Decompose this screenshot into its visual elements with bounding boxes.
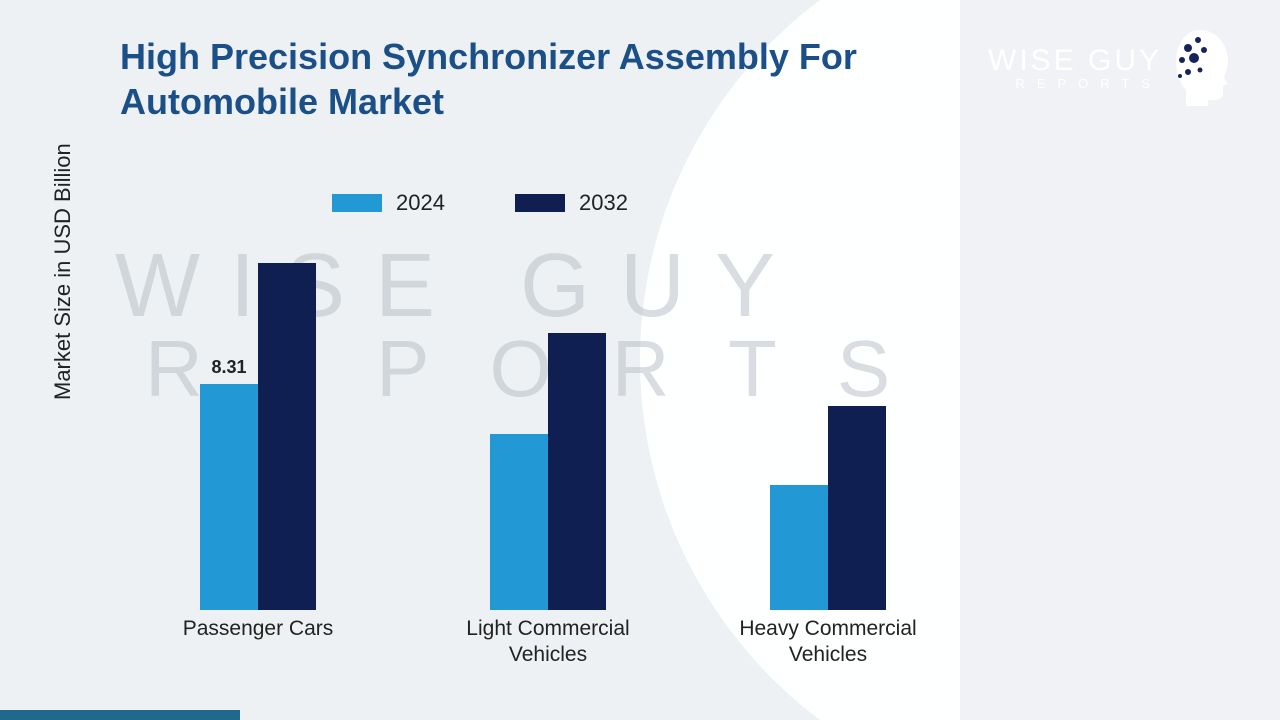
y-axis-label: Market Size in USD Billion bbox=[50, 143, 76, 400]
brand-logo: WISE GUY REPORTS bbox=[988, 28, 1248, 106]
bar bbox=[490, 434, 548, 610]
bar bbox=[258, 263, 316, 610]
x-axis-category-label: Heavy Commercial Vehicles bbox=[738, 610, 918, 669]
x-axis-category-label: Passenger Cars bbox=[168, 610, 348, 642]
x-axis-category-label: Light Commercial Vehicles bbox=[458, 610, 638, 669]
chart-title: High Precision Synchronizer Assembly For… bbox=[120, 34, 860, 124]
plot-area: 8.31Passenger CarsLight Commercial Vehic… bbox=[130, 230, 950, 610]
legend-item-2032: 2032 bbox=[515, 190, 628, 216]
bar: 8.31 bbox=[200, 384, 258, 610]
legend-swatch-2032 bbox=[515, 194, 565, 212]
bar-value-label: 8.31 bbox=[200, 357, 258, 378]
bottom-accent-strip bbox=[0, 710, 240, 720]
legend-item-2024: 2024 bbox=[332, 190, 445, 216]
legend: 2024 2032 bbox=[0, 190, 960, 216]
brand-line1: WISE GUY bbox=[988, 44, 1162, 78]
legend-label-2032: 2032 bbox=[579, 190, 628, 216]
legend-swatch-2024 bbox=[332, 194, 382, 212]
brand-line2: REPORTS bbox=[1015, 76, 1162, 91]
legend-label-2024: 2024 bbox=[396, 190, 445, 216]
bar bbox=[548, 333, 606, 610]
bar bbox=[828, 406, 886, 610]
head-icon bbox=[1170, 28, 1232, 106]
bar bbox=[770, 485, 828, 610]
chart-canvas: WISE GUY REPORTS High Precision Synchron… bbox=[0, 0, 1280, 720]
